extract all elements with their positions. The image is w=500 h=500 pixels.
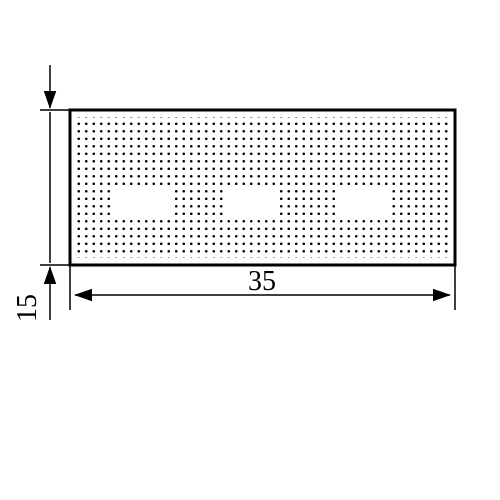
- dimension-vertical: [40, 65, 70, 320]
- dimension-vertical-label: 15: [12, 294, 44, 322]
- drawing-svg: [0, 0, 500, 500]
- diagram-container: 35 15: [0, 0, 500, 500]
- dimension-horizontal-label: 35: [248, 266, 276, 298]
- part-body: [70, 110, 455, 265]
